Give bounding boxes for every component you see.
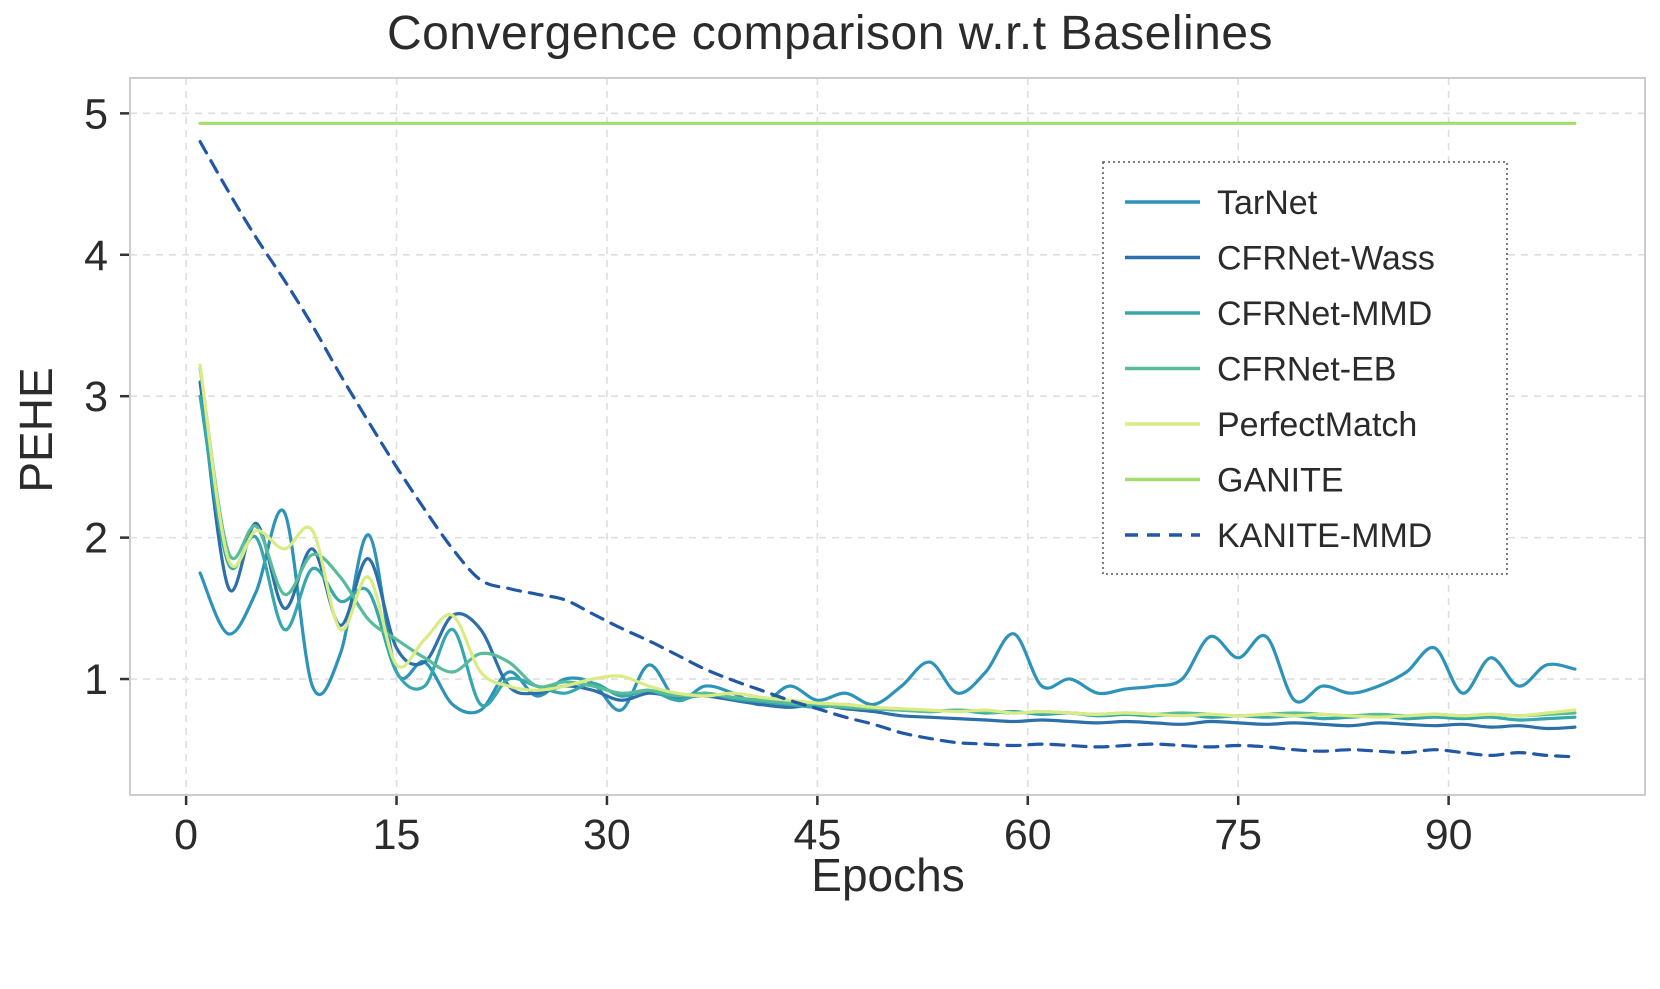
series-TarNet bbox=[198, 508, 1577, 715]
y-tick-label: 2 bbox=[84, 515, 108, 563]
plot-border bbox=[129, 77, 1646, 796]
y-tick-label: 4 bbox=[84, 232, 108, 280]
x-tick-label: 30 bbox=[583, 811, 631, 859]
series-PerfectMatch bbox=[198, 363, 1577, 719]
legend-label-CFRNet-MMD: CFRNet-MMD bbox=[1217, 295, 1432, 333]
legend-label-CFRNet-Wass: CFRNet-Wass bbox=[1217, 240, 1435, 278]
y-tick-label: 3 bbox=[84, 373, 108, 421]
x-axis-label: Epochs bbox=[811, 849, 965, 901]
legend-label-PerfectMatch: PerfectMatch bbox=[1217, 406, 1417, 444]
x-tick-label: 45 bbox=[793, 811, 841, 859]
series-KANITE-MMD bbox=[198, 140, 1577, 759]
y-tick-label: 1 bbox=[84, 656, 108, 704]
legend-label-KANITE-MMD: KANITE-MMD bbox=[1217, 517, 1432, 555]
x-tick-label: 60 bbox=[1004, 811, 1052, 859]
series-CFRNet-Wass bbox=[198, 380, 1577, 731]
legend-label-GANITE: GANITE bbox=[1217, 462, 1344, 500]
x-tick-label: 90 bbox=[1425, 811, 1473, 859]
chart-title: Convergence comparison w.r.t Baselines bbox=[386, 7, 1274, 60]
x-tick-label: 75 bbox=[1214, 811, 1262, 859]
x-tick-label: 0 bbox=[174, 811, 198, 859]
series-group bbox=[198, 121, 1577, 759]
legend-label-TarNet: TarNet bbox=[1217, 184, 1318, 222]
y-tick-label: 5 bbox=[84, 90, 108, 138]
legend-label-CFRNet-EB: CFRNet-EB bbox=[1217, 351, 1396, 389]
x-tick-label: 15 bbox=[373, 811, 421, 859]
